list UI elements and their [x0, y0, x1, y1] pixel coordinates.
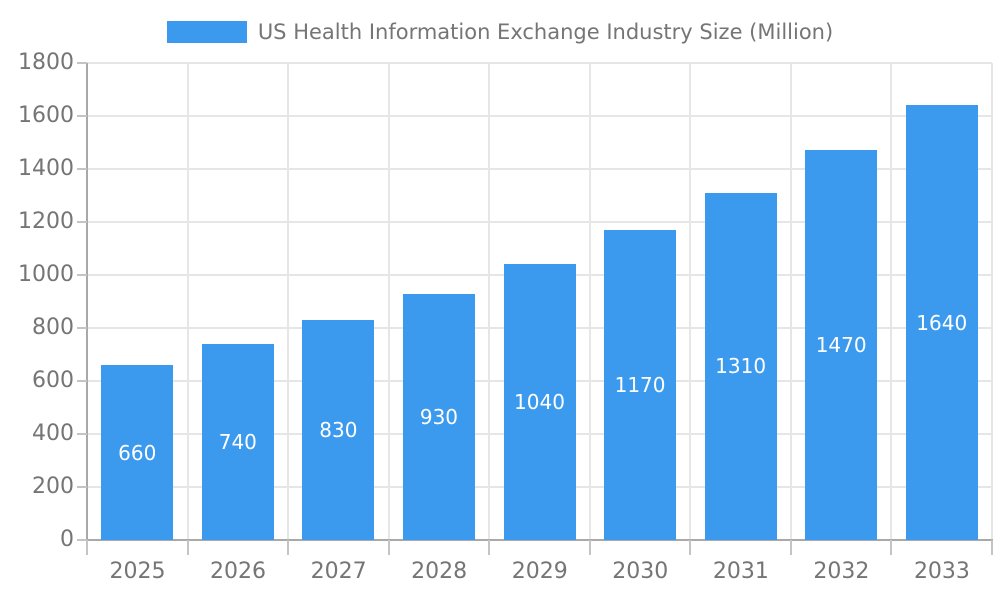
x-gridline [488, 63, 491, 540]
bar-value-label: 1470 [815, 333, 867, 358]
x-axis-tick-label: 2031 [712, 559, 769, 584]
bar-value-label: 1170 [614, 372, 666, 397]
x-tick-mark [488, 540, 491, 555]
plot-area: 660 740 830 930 1040 1170 1310 1470 1640 [86, 62, 993, 541]
x-tick-mark [186, 540, 189, 555]
y-axis-tick-label: 1000 [18, 262, 74, 287]
y-tick-mark [77, 168, 87, 170]
y-tick-mark [77, 327, 87, 329]
x-tick-mark [287, 540, 290, 555]
legend-swatch-icon [166, 21, 247, 43]
bar-value-label: 660 [118, 440, 157, 465]
y-axis-tick-label: 800 [32, 315, 74, 340]
x-axis-line [86, 539, 993, 541]
x-axis-tick-label: 2028 [411, 559, 468, 584]
y-gridline [87, 168, 992, 170]
y-tick-mark [77, 433, 87, 435]
x-gridline [186, 63, 189, 540]
x-gridline [287, 63, 290, 540]
bar[interactable]: 830 [302, 320, 375, 540]
y-tick-mark [77, 274, 87, 276]
bar[interactable]: 1040 [503, 264, 576, 540]
x-gridline [991, 63, 993, 540]
y-axis-tick-label: 400 [32, 421, 74, 446]
y-axis-tick-label: 1400 [18, 156, 74, 181]
x-tick-mark [689, 540, 692, 555]
x-tick-mark [890, 540, 893, 555]
x-axis-tick-label: 2032 [813, 559, 870, 584]
x-axis-tick-label: 2025 [109, 559, 166, 584]
x-axis-tick-label: 2027 [310, 559, 367, 584]
bar-value-label: 1310 [715, 354, 767, 379]
bar-value-label: 740 [218, 429, 257, 454]
legend[interactable]: US Health Information Exchange Industry … [0, 14, 1000, 50]
y-axis-line [86, 63, 88, 540]
y-gridline [87, 115, 992, 117]
legend-label: US Health Information Exchange Industry … [257, 20, 834, 44]
bar-value-label: 1040 [514, 390, 565, 415]
x-axis-tick-label: 2026 [210, 559, 267, 584]
bar-value-label: 830 [319, 418, 358, 443]
y-axis-tick-label: 600 [32, 368, 74, 393]
x-tick-mark [387, 540, 390, 555]
bar[interactable]: 930 [402, 293, 475, 540]
y-gridline [87, 221, 992, 223]
y-tick-mark [77, 380, 87, 382]
y-axis-tick-label: 1200 [18, 209, 74, 234]
x-gridline [689, 63, 692, 540]
x-axis-tick-label: 2033 [913, 559, 970, 584]
y-axis-tick-label: 1800 [18, 50, 74, 75]
y-tick-mark [77, 115, 87, 117]
x-gridline [588, 63, 591, 540]
x-gridline [789, 63, 792, 540]
y-tick-mark [77, 486, 87, 488]
bar[interactable]: 740 [201, 343, 274, 540]
bar[interactable]: 1310 [704, 192, 777, 540]
bar[interactable]: 1170 [604, 229, 677, 540]
y-tick-mark [77, 221, 87, 223]
y-axis-tick-label: 1600 [18, 103, 74, 128]
x-axis-tick-label: 2029 [511, 559, 568, 584]
bar-value-label: 1640 [916, 310, 968, 335]
x-tick-mark [588, 540, 591, 555]
x-tick-mark [86, 540, 88, 555]
bar[interactable]: 660 [101, 365, 174, 540]
y-axis-tick-label: 0 [60, 527, 74, 552]
y-gridline [87, 62, 992, 64]
x-axis-tick-label: 2030 [612, 559, 669, 584]
y-tick-mark [77, 62, 87, 64]
x-gridline [387, 63, 390, 540]
x-tick-mark [991, 540, 993, 555]
x-tick-mark [789, 540, 792, 555]
bar[interactable]: 1470 [805, 150, 878, 540]
x-gridline [890, 63, 893, 540]
bar-value-label: 930 [419, 404, 459, 429]
y-axis-tick-label: 200 [32, 474, 74, 499]
bar[interactable]: 1640 [905, 105, 978, 540]
y-tick-mark [77, 539, 87, 541]
